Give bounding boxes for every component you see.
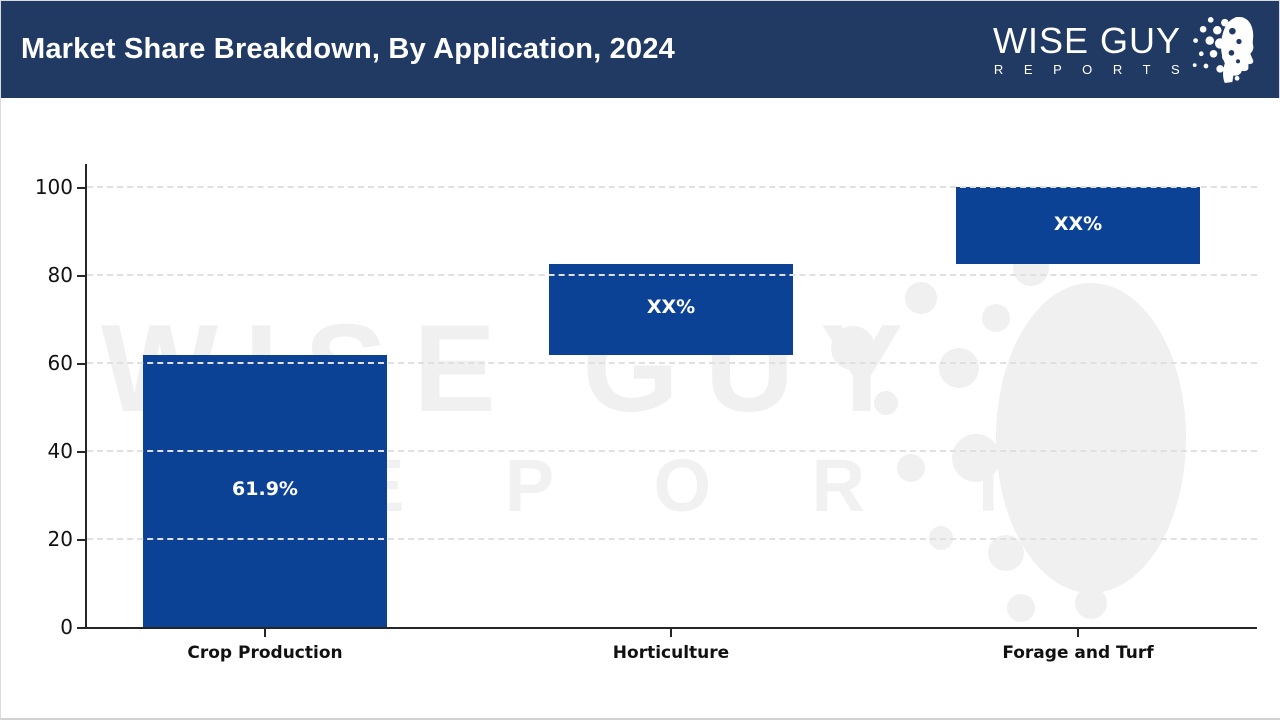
- logo-wordmark: WISE GUY R E P O R T S: [992, 20, 1181, 77]
- bar-value-label: XX%: [1053, 212, 1103, 235]
- y-tick-label: 60: [47, 351, 73, 375]
- y-gridline: [87, 186, 1257, 188]
- bar-value-label: 61.9%: [232, 477, 298, 500]
- y-tick-label: 40: [47, 439, 73, 463]
- logo-head-icon: [1192, 16, 1254, 83]
- watermark-head-icon: [831, 222, 1186, 622]
- chart-area: WISE GUY R E P O R T S 61.9% XX% XX% 0 20 40 6…: [1, 98, 1280, 718]
- y-axis-line: [85, 164, 87, 629]
- y-tick: [77, 627, 85, 629]
- y-tick: [77, 363, 85, 365]
- x-category-label: Crop Production: [187, 643, 343, 663]
- x-tick: [264, 629, 266, 637]
- x-tick: [1077, 629, 1079, 637]
- bar-segment: [143, 354, 387, 627]
- y-gridline: [87, 362, 1257, 364]
- y-tick: [77, 275, 85, 277]
- logo-reports-text: R E P O R T S: [993, 62, 1189, 77]
- header: Market Share Breakdown, By Application, …: [1, 1, 1279, 98]
- y-tick: [77, 187, 85, 189]
- bar-segment: [956, 187, 1200, 264]
- plot-area: 61.9% XX% XX% 0 20 40 60 80 100 Crop Production Ho…: [1, 98, 1280, 718]
- bar-value-label: XX%: [646, 296, 696, 319]
- y-gridline: [87, 538, 1257, 540]
- y-gridline: [87, 274, 1257, 276]
- wise-guy-logo: WISE GUY R E P O R T S: [993, 10, 1255, 90]
- logo-name-text: WISE GUY: [992, 20, 1181, 61]
- y-tick-label: 80: [47, 263, 73, 287]
- x-category-label: Horticulture: [612, 643, 730, 663]
- x-tick: [670, 629, 672, 637]
- y-tick-label: 100: [34, 175, 73, 199]
- y-gridline: [87, 450, 1257, 452]
- y-tick-label: 0: [60, 615, 73, 639]
- y-tick-label: 20: [47, 527, 73, 551]
- y-tick: [77, 539, 85, 541]
- y-tick: [77, 451, 85, 453]
- bar-segment: [549, 264, 793, 355]
- x-axis-line: [85, 627, 1257, 629]
- x-category-label: Forage and Turf: [1002, 643, 1154, 663]
- chart-title: Market Share Breakdown, By Application, …: [21, 33, 675, 65]
